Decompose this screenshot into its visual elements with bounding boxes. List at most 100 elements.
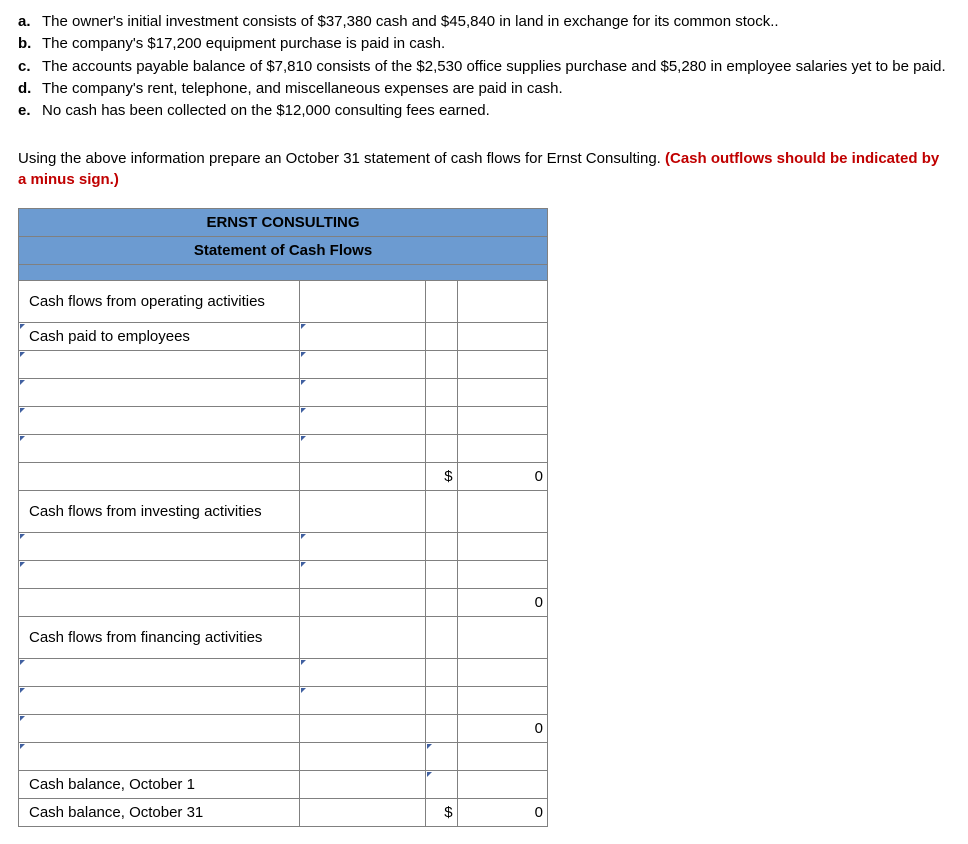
amount-cell-2[interactable] xyxy=(457,532,547,560)
desc-text xyxy=(23,538,29,555)
dropdown-marker-icon xyxy=(301,324,306,329)
amount-cell-2[interactable] xyxy=(457,434,547,462)
desc-text xyxy=(23,384,29,401)
info-item-letter: e. xyxy=(18,101,42,121)
desc-cell[interactable] xyxy=(19,658,300,686)
desc-cell[interactable] xyxy=(19,714,300,742)
dropdown-marker-icon xyxy=(20,716,25,721)
amount-cell-1[interactable] xyxy=(300,322,425,350)
info-item-letter: c. xyxy=(18,57,42,77)
table-row xyxy=(19,350,548,378)
amount-cell-2[interactable] xyxy=(457,616,547,658)
amount-cell-1[interactable] xyxy=(300,770,425,798)
table-header-title: Statement of Cash Flows xyxy=(19,236,548,264)
dropdown-marker-icon xyxy=(301,380,306,385)
amount-cell-2[interactable] xyxy=(457,280,547,322)
amount-cell-1[interactable] xyxy=(300,490,425,532)
desc-cell[interactable]: Cash flows from financing activities xyxy=(19,616,300,658)
amount-cell-1[interactable] xyxy=(300,714,425,742)
currency-symbol-cell xyxy=(425,350,457,378)
amount-cell-1[interactable] xyxy=(300,588,425,616)
table-row xyxy=(19,742,548,770)
amount-cell-2[interactable] xyxy=(457,378,547,406)
amount-cell-1[interactable] xyxy=(300,560,425,588)
amount-cell-2[interactable]: 0 xyxy=(457,798,547,826)
desc-cell[interactable] xyxy=(19,742,300,770)
amount-cell-1[interactable] xyxy=(300,280,425,322)
amount-cell-2[interactable] xyxy=(457,560,547,588)
currency-symbol-cell[interactable] xyxy=(425,770,457,798)
amount-cell-2[interactable]: 0 xyxy=(457,462,547,490)
table-row: Cash balance, October 1 xyxy=(19,770,548,798)
desc-cell[interactable] xyxy=(19,560,300,588)
info-item: b.The company's $17,200 equipment purcha… xyxy=(18,34,950,54)
info-item-text: No cash has been collected on the $12,00… xyxy=(42,101,950,121)
amount-cell-1[interactable] xyxy=(300,742,425,770)
desc-text xyxy=(23,748,29,765)
currency-symbol-cell xyxy=(425,588,457,616)
table-header-blank xyxy=(19,264,548,280)
desc-cell[interactable] xyxy=(19,462,300,490)
amount-cell-1[interactable] xyxy=(300,378,425,406)
info-item-letter: a. xyxy=(18,12,42,32)
info-item-letter: d. xyxy=(18,79,42,99)
desc-cell[interactable]: Cash flows from operating activities xyxy=(19,280,300,322)
dropdown-marker-icon xyxy=(20,352,25,357)
amount-cell-2[interactable] xyxy=(457,742,547,770)
amount-cell-2[interactable] xyxy=(457,350,547,378)
desc-cell[interactable]: Cash paid to employees xyxy=(19,322,300,350)
amount-cell-1[interactable] xyxy=(300,406,425,434)
dropdown-marker-icon xyxy=(301,352,306,357)
dropdown-marker-icon xyxy=(20,324,25,329)
desc-cell[interactable] xyxy=(19,378,300,406)
amount-cell-1[interactable] xyxy=(300,616,425,658)
amount-cell-2[interactable] xyxy=(457,322,547,350)
desc-text xyxy=(23,468,29,485)
dropdown-marker-icon xyxy=(301,436,306,441)
amount-cell-1[interactable] xyxy=(300,798,425,826)
amount-cell-1[interactable] xyxy=(300,350,425,378)
info-item: a.The owner's initial investment consist… xyxy=(18,12,950,32)
desc-text xyxy=(23,720,29,737)
desc-text: Cash paid to employees xyxy=(23,328,190,345)
desc-cell[interactable] xyxy=(19,686,300,714)
desc-text xyxy=(23,356,29,373)
dropdown-marker-icon xyxy=(20,744,25,749)
desc-cell[interactable]: Cash balance, October 1 xyxy=(19,770,300,798)
currency-symbol-cell[interactable] xyxy=(425,742,457,770)
desc-cell[interactable] xyxy=(19,406,300,434)
desc-cell[interactable]: Cash balance, October 31 xyxy=(19,798,300,826)
desc-text: Cash balance, October 1 xyxy=(23,776,195,793)
currency-symbol-cell xyxy=(425,686,457,714)
amount-cell-2[interactable] xyxy=(457,406,547,434)
dropdown-marker-icon xyxy=(427,772,432,777)
desc-text: Cash flows from financing activities xyxy=(23,629,262,646)
amount-cell-2[interactable]: 0 xyxy=(457,714,547,742)
amount-cell-1[interactable] xyxy=(300,434,425,462)
amount-cell-2[interactable] xyxy=(457,490,547,532)
table-row: Cash balance, October 31$0 xyxy=(19,798,548,826)
desc-text xyxy=(23,440,29,457)
currency-symbol-cell xyxy=(425,490,457,532)
table-row: $0 xyxy=(19,462,548,490)
desc-cell[interactable] xyxy=(19,588,300,616)
amount-cell-1[interactable] xyxy=(300,532,425,560)
amount-cell-2[interactable] xyxy=(457,770,547,798)
amount-cell-1[interactable] xyxy=(300,658,425,686)
dropdown-marker-icon xyxy=(20,436,25,441)
amount-cell-2[interactable]: 0 xyxy=(457,588,547,616)
amount-cell-1[interactable] xyxy=(300,686,425,714)
cash-flow-table: ERNST CONSULTING Statement of Cash Flows… xyxy=(18,208,548,827)
amount-cell-2[interactable] xyxy=(457,658,547,686)
prompt-plain: Using the above information prepare an O… xyxy=(18,150,665,167)
amount-cell-1[interactable] xyxy=(300,462,425,490)
info-item: e.No cash has been collected on the $12,… xyxy=(18,101,950,121)
desc-text: Cash flows from investing activities xyxy=(23,503,262,520)
desc-text: Cash balance, October 31 xyxy=(23,804,203,821)
desc-cell[interactable] xyxy=(19,434,300,462)
desc-cell[interactable]: Cash flows from investing activities xyxy=(19,490,300,532)
desc-cell[interactable] xyxy=(19,350,300,378)
dropdown-marker-icon xyxy=(20,408,25,413)
amount-cell-2[interactable] xyxy=(457,686,547,714)
desc-cell[interactable] xyxy=(19,532,300,560)
